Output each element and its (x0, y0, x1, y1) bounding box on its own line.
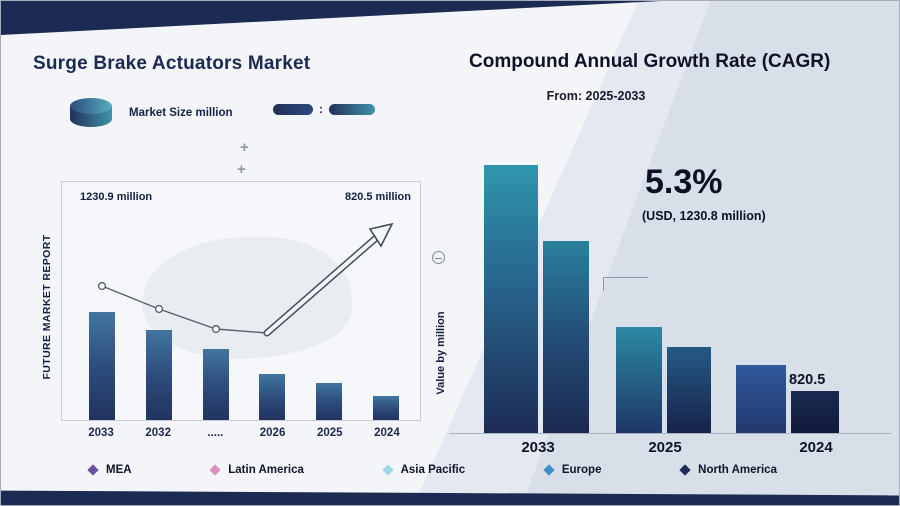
bar-value-callout: 820.5 (789, 372, 826, 388)
legend-item-north-america: North America (679, 464, 777, 476)
left-chart-x-axis: 2033 2032..... 2026 2025 2024 (61, 427, 421, 439)
legend-item-europe: Europe (543, 464, 602, 476)
cagr-bar-group-2024 (736, 365, 839, 433)
right-chart-title: Compound Annual Growth Rate (CAGR) (469, 51, 831, 72)
right-chart-y-axis-label: Value by million (435, 311, 447, 395)
legend-pill-separator: : (319, 102, 323, 116)
cagr-value: 5.3% (645, 163, 723, 201)
cagr-bar-2033-bar-b (543, 241, 589, 433)
legend-label: Asia Pacific (400, 464, 466, 476)
x-label-2025: 2025 (316, 427, 343, 439)
plus-decoration: + (237, 161, 246, 178)
x-label-.....: ..... (207, 427, 224, 439)
region-legend: MEA Latin America Asia Pacific Europe North … (87, 464, 777, 476)
legend-label: MEA (106, 464, 132, 476)
cagr-bar-2025-bar-b (667, 347, 711, 433)
legend-item-mea: MEA (87, 464, 132, 476)
cagr-bar-group-2033 (484, 165, 589, 433)
annotation-2024-value: 820.5 million (344, 191, 411, 203)
trend-arrow (97, 222, 394, 337)
cagr-chart (456, 161, 891, 433)
legend-diamond-icon (679, 464, 691, 476)
cagr-bar-group-2025 (616, 327, 711, 433)
plus-decoration: + (240, 139, 249, 156)
cagr-note: (USD, 1230.8 million) (642, 209, 766, 223)
cagr-bar-2024-bar-b (791, 391, 839, 433)
legend-diamond-icon (209, 464, 221, 476)
bottom-navy-band (1, 490, 899, 505)
left-chart-title: Surge Brake Actuators Market (33, 53, 311, 74)
cagr-bar-2025-bar-a (616, 327, 662, 433)
market-size-bars (62, 182, 420, 420)
cagr-bar-2024-bar-a (736, 365, 786, 433)
x-label-2024: 2024 (799, 439, 833, 456)
right-chart-baseline (449, 433, 891, 434)
legend-item-asia-pacific: Asia Pacific (381, 464, 466, 476)
x-label-2033: 2033 (521, 439, 555, 456)
corner-line-decoration (603, 277, 648, 291)
market-size-bar-2025 (316, 383, 343, 420)
legend-pill-dark (273, 104, 313, 115)
cagr-bar-2033-bar-a (484, 165, 538, 433)
x-label-2033: 2033 (88, 427, 114, 439)
circle-minus-icon (432, 251, 445, 264)
legend-pill-gradient (329, 104, 375, 115)
legend-item-latin-america: Latin America (209, 464, 304, 476)
market-size-bar-2033 (89, 312, 115, 420)
market-size-bar-..... (202, 349, 229, 420)
legend-diamond-icon (543, 464, 555, 476)
left-chart-y-axis-label: FUTURE MARKET REPORT (41, 234, 53, 380)
legend-label: Europe (561, 464, 602, 476)
legend-pills: : (273, 102, 375, 116)
legend-label: Latin America (228, 464, 304, 476)
annotation-2033-value: 1230.9 million (80, 191, 153, 203)
market-size-bar-2032 (145, 330, 172, 420)
market-size-bar-2026 (259, 374, 286, 420)
market-size-chart: 1230.9 million 820.5 million (61, 181, 421, 421)
market-size-legend-label: Market Size million (129, 107, 233, 119)
legend-diamond-icon (87, 464, 99, 476)
x-label-2024: 2024 (374, 427, 400, 439)
legend-diamond-icon (381, 464, 394, 476)
x-label-2025: 2025 (648, 439, 682, 456)
cylinder-icon (70, 98, 112, 127)
market-size-bar-2024 (372, 396, 399, 420)
legend-label: North America (698, 464, 777, 476)
right-chart-subtitle: From: 2025-2033 (546, 89, 646, 103)
cloud-decoration (142, 237, 352, 359)
x-label-2026: 2026 (259, 427, 286, 439)
x-label-2032: 2032 (145, 427, 171, 439)
market-size-legend: Market Size million (65, 97, 233, 129)
